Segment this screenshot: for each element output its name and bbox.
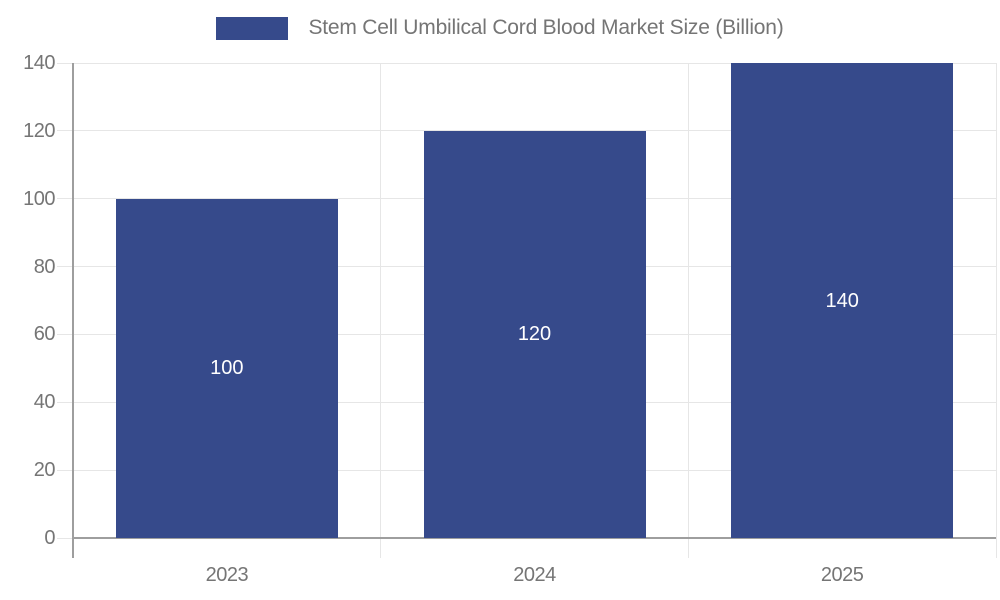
bar [731, 63, 954, 538]
y-axis-tick [57, 469, 73, 471]
y-axis-tick [57, 537, 73, 539]
gridline-vertical [995, 63, 997, 558]
bar-value-label: 120 [517, 323, 552, 346]
bar [423, 130, 646, 538]
y-axis-line [72, 63, 74, 558]
x-axis-category-label: 2023 [205, 564, 249, 586]
legend: Stem Cell Umbilical Cord Blood Market Si… [0, 16, 1000, 40]
y-axis-tick [57, 130, 73, 132]
y-axis-tick [57, 62, 73, 64]
gridline-vertical [380, 63, 382, 558]
legend-swatch [216, 16, 289, 40]
y-axis-tick-label: 120 [23, 119, 55, 142]
y-axis-tick [57, 333, 73, 335]
y-axis-tick-label: 20 [33, 459, 56, 482]
y-axis-tick [57, 198, 73, 200]
y-axis-tick [57, 401, 73, 403]
y-axis-tick-label: 140 [23, 52, 55, 74]
y-axis-tick-label: 80 [33, 255, 56, 278]
x-axis-category-label: 2025 [820, 564, 864, 586]
bar-value-label: 100 [210, 357, 244, 380]
legend-label: Stem Cell Umbilical Cord Blood Market Si… [308, 16, 784, 39]
y-axis-tick-label: 100 [23, 187, 55, 210]
x-axis-category-label: 2024 [513, 564, 556, 586]
y-axis-tick-label: 0 [44, 527, 55, 549]
gridline-vertical [687, 63, 689, 558]
x-axis-line [73, 537, 996, 539]
y-axis-tick-label: 60 [33, 323, 56, 346]
y-axis-tick-label: 40 [33, 391, 56, 414]
gridline-horizontal [73, 62, 996, 64]
y-axis-tick [57, 266, 73, 268]
bar [115, 198, 338, 538]
bar-value-label: 140 [825, 289, 859, 312]
